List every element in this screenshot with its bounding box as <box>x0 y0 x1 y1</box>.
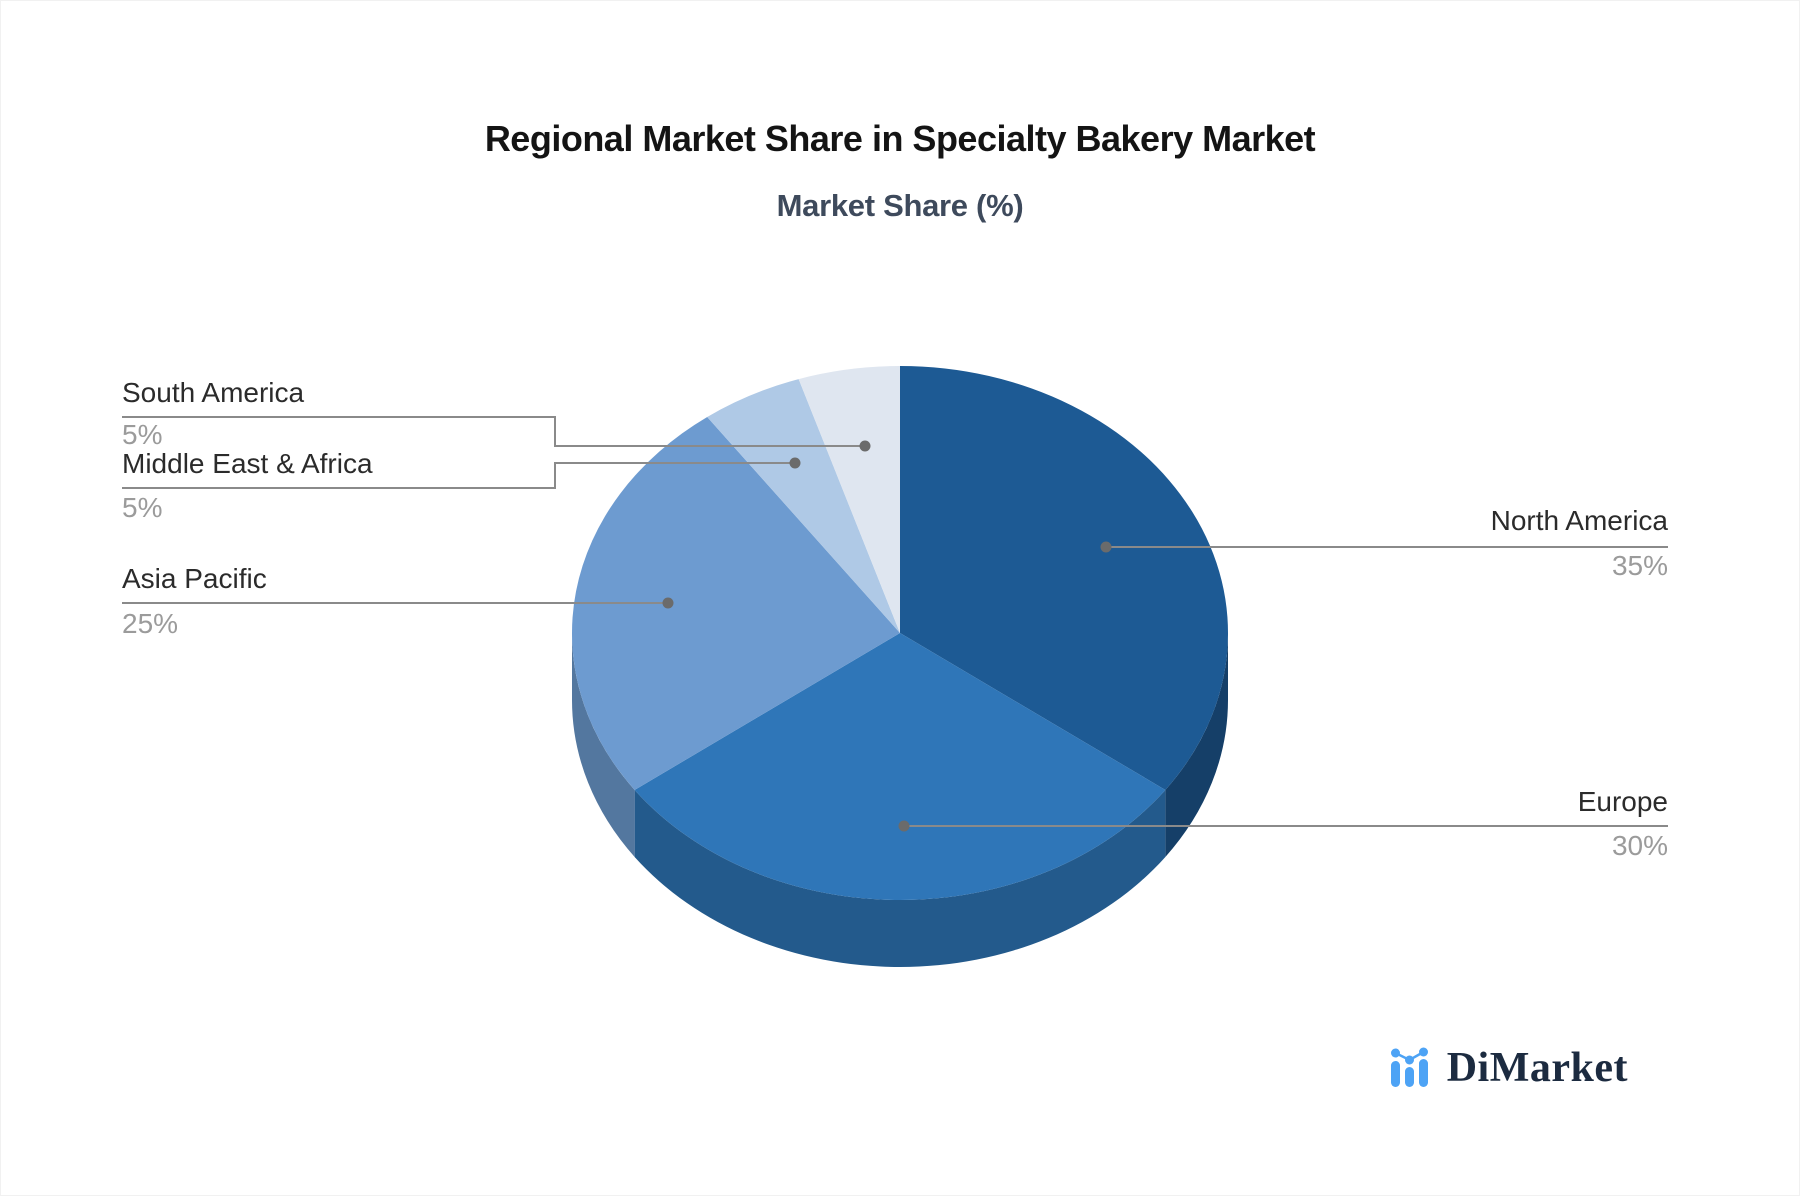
bar-line-chart-icon <box>1390 1047 1428 1087</box>
chart-subtitle: Market Share (%) <box>776 188 1024 223</box>
connector-dot-europe <box>898 820 910 832</box>
data-label-asia-pacific: Asia Pacific <box>122 563 267 594</box>
data-label-middle-east-africa: Middle East & Africa <box>122 448 373 479</box>
data-label-south-america: South America <box>122 377 305 408</box>
pie-slice-south-america[interactable] <box>798 366 900 633</box>
chart-title: Regional Market Share in Specialty Baker… <box>484 118 1316 159</box>
data-value-middle-east-africa: 5% <box>122 492 163 523</box>
data-value-south-america: 5% <box>122 419 163 450</box>
pie-slice-asia-pacific[interactable] <box>572 416 900 790</box>
brand-name: DiMarket <box>1446 1045 1628 1091</box>
pie-slice-side-north-america <box>1165 633 1228 857</box>
data-value-europe: 30% <box>1611 830 1668 861</box>
data-value-north-america: 35% <box>1611 550 1668 581</box>
pie-slice-europe[interactable] <box>634 633 1166 900</box>
pie-slice-north-america[interactable] <box>900 366 1228 790</box>
connector-south-america <box>122 416 865 447</box>
pie-slice-side-asia-pacific <box>572 633 635 857</box>
brand-logo: DiMarket <box>1389 1040 1628 1090</box>
connector-middle-east-africa <box>122 462 795 489</box>
connector-dot-asia-pacific <box>662 597 674 609</box>
data-label-north-america: North America <box>1490 505 1668 536</box>
pie-slice-side-europe <box>634 789 1166 967</box>
connector-dot-south-america <box>859 440 871 452</box>
connector-dot-north-america <box>1100 541 1112 553</box>
pie-slice-middle-east-africa[interactable] <box>707 379 900 633</box>
data-label-europe: Europe <box>1577 786 1668 817</box>
data-value-asia-pacific: 25% <box>122 608 179 639</box>
connector-dot-middle-east-africa <box>789 457 801 469</box>
